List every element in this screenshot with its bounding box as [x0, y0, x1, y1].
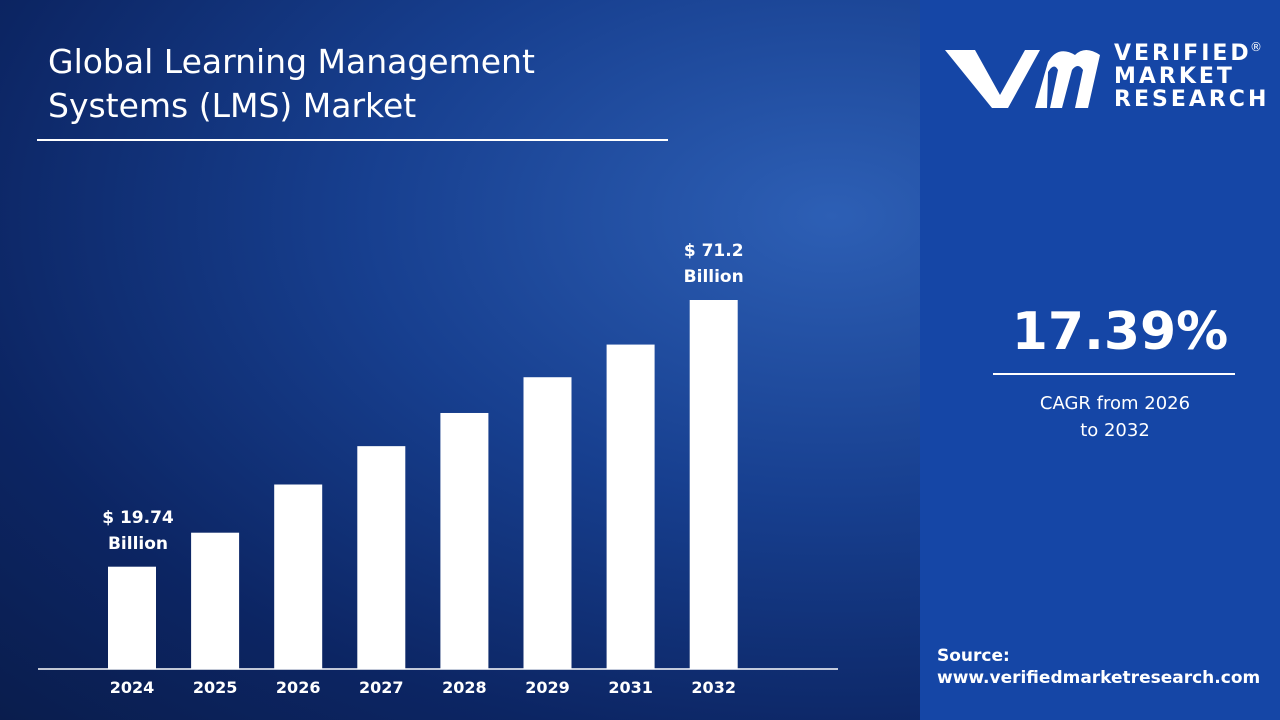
brand-line: VERIFIED: [1114, 41, 1252, 66]
x-tick-label: 2029: [525, 678, 570, 697]
bar: [274, 484, 323, 669]
x-tick-label: 2026: [276, 678, 321, 697]
bar: [108, 566, 156, 669]
chart-title: Global Learning Management Systems (LMS)…: [48, 42, 535, 125]
source-url: www.verifiedmarketresearch.com: [937, 668, 1261, 688]
value-label: $ 19.74 Billion: [102, 507, 174, 554]
value-label: $ 71.2 Billion: [683, 241, 744, 287]
source-label: Source:: [937, 646, 1010, 666]
x-tick-label: 2027: [359, 678, 404, 697]
brand-line: RESEARCH: [1114, 87, 1270, 112]
bar: [606, 344, 655, 669]
bar: [440, 412, 489, 669]
bar: [191, 532, 240, 669]
bar: [689, 300, 738, 669]
bar: [523, 377, 572, 669]
sidebar: [920, 0, 1280, 720]
x-tick-label: 2024: [110, 678, 155, 697]
x-tick-label: 2032: [691, 678, 736, 697]
cagr-value: 17.39%: [1011, 302, 1229, 362]
brand: VERIFIED MARKET RESEARCH: [1114, 42, 1269, 111]
x-tick-label: 2025: [193, 678, 238, 697]
registered-mark: ®: [1250, 40, 1262, 54]
x-tick-label: 2028: [442, 678, 487, 697]
x-tick-label: 2031: [608, 678, 653, 697]
bar: [357, 446, 406, 669]
cagr-caption: CAGR from 2026 to 2032: [1039, 393, 1191, 441]
brand-line: MARKET: [1114, 64, 1235, 89]
logo-mark: [945, 50, 1100, 108]
